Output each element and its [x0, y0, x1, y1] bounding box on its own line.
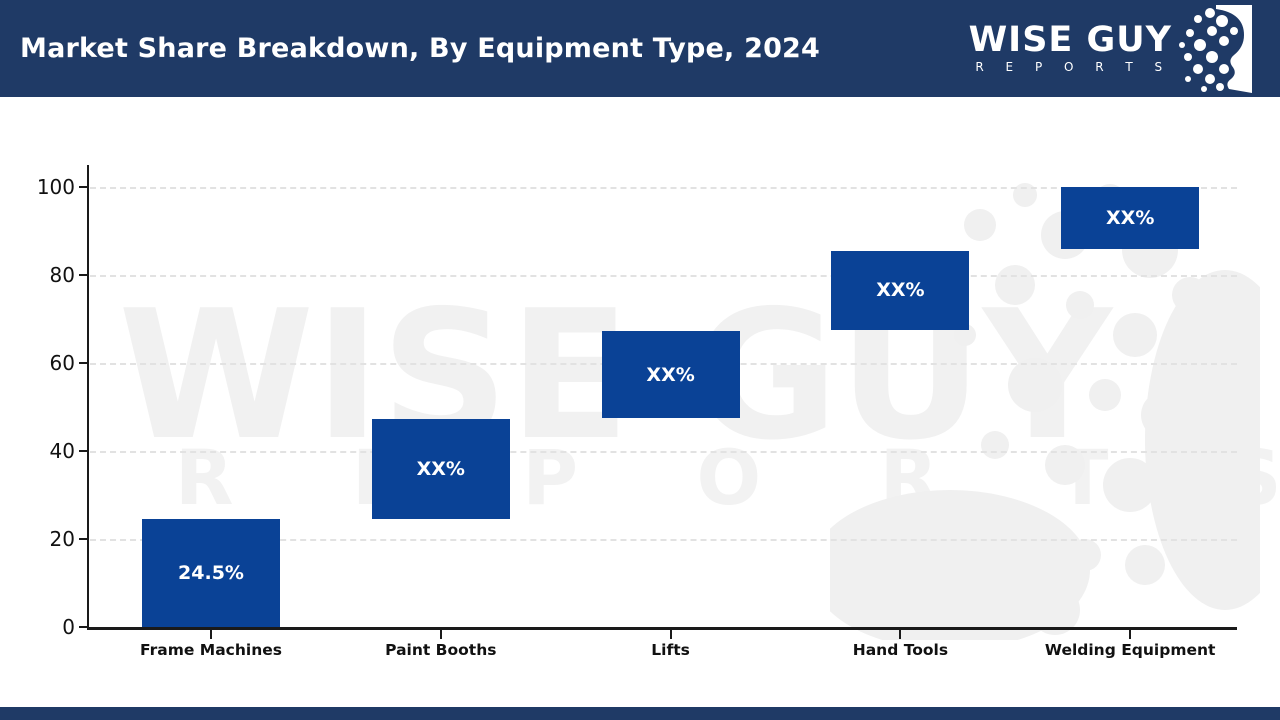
y-tick-label: 100 [36, 175, 75, 199]
wiseguy-logo: WISE GUY R E P O R T S [968, 4, 1252, 93]
logo-wiseguy-label: WISE GUY [968, 20, 1172, 60]
chart-title: Market Share Breakdown, By Equipment Typ… [20, 33, 821, 64]
bar-value-label: XX% [876, 279, 925, 302]
gridline-40 [90, 451, 1237, 453]
bar-value-label: XX% [416, 458, 465, 481]
bar-frame-machines: 24.5% [142, 519, 280, 627]
y-tick-mark [79, 450, 88, 452]
x-tick-mark [1129, 630, 1132, 639]
x-tick-mark [669, 630, 672, 639]
bar-paint-booths: XX% [371, 419, 510, 520]
x-axis-label-paint-booths: Paint Booths [385, 641, 497, 659]
y-tick-label: 40 [49, 439, 75, 463]
x-tick-mark [439, 630, 442, 639]
logo-face-icon [1179, 4, 1252, 93]
x-axis-line [87, 627, 1237, 630]
logo-text: WISE GUY R E P O R T S [968, 20, 1172, 75]
logo-reports-label: R E P O R T S [975, 60, 1172, 74]
x-axis-label-lifts: Lifts [651, 641, 690, 659]
y-tick-mark [79, 538, 88, 540]
y-tick-mark [79, 274, 88, 276]
x-axis-label-welding-equipment: Welding Equipment [1044, 641, 1216, 659]
x-tick-mark [899, 630, 902, 639]
footer-bar [0, 707, 1280, 720]
header-bar: Market Share Breakdown, By Equipment Typ… [0, 0, 1280, 97]
bar-value-label: XX% [646, 363, 695, 386]
bar-value-label: XX% [1106, 207, 1155, 230]
bar-welding-equipment: XX% [1061, 187, 1200, 250]
y-axis-line [87, 165, 89, 630]
y-tick-label: 20 [49, 527, 75, 551]
y-tick-mark [79, 186, 88, 188]
y-tick-mark [79, 362, 88, 364]
x-axis-label-hand-tools: Hand Tools [852, 641, 949, 659]
bar-hand-tools: XX% [831, 250, 970, 330]
y-tick-label: 60 [49, 351, 75, 375]
y-tick-label: 0 [62, 615, 75, 639]
y-tick-label: 80 [49, 263, 75, 287]
gridline-100 [90, 187, 1237, 189]
x-tick-mark [210, 630, 212, 639]
y-tick-mark [79, 626, 88, 628]
gridline-80 [90, 275, 1237, 277]
bar-lifts: XX% [601, 331, 740, 418]
bar-value-label: 24.5% [178, 562, 244, 585]
x-axis-label-frame-machines: Frame Machines [140, 641, 282, 659]
gridline-20 [90, 539, 1237, 541]
